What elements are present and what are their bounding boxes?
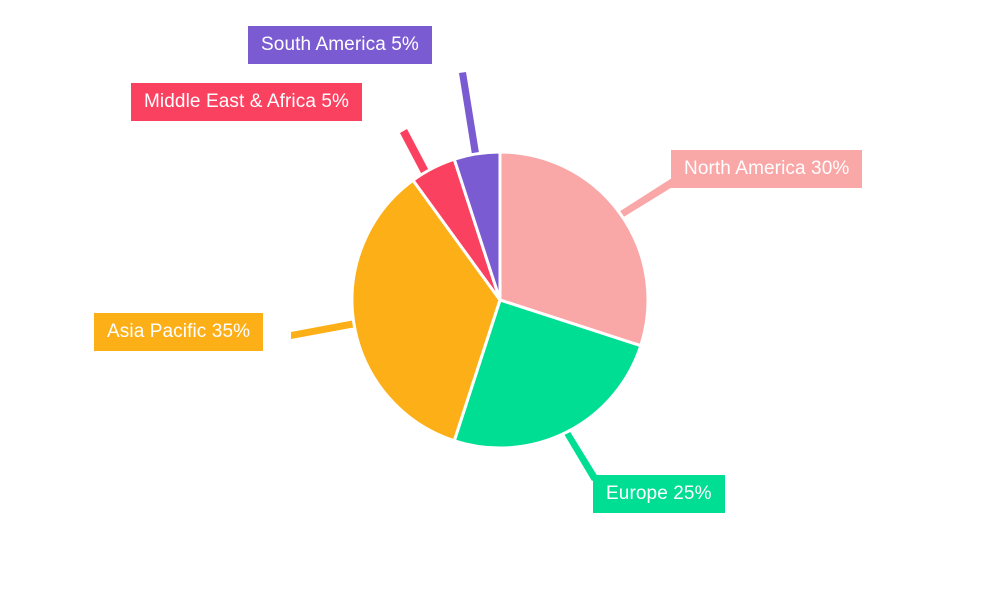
pie-label-middle-east-africa[interactable]: Middle East & Africa 5% (131, 83, 363, 121)
pie-label-text-middle-east-africa: Middle East & Africa 5% (144, 91, 350, 112)
pie-label-south-america[interactable]: South America 5% (248, 26, 432, 64)
leader-line-asia-pacific (291, 320, 356, 339)
pie-slice-asia-pacific[interactable] (350, 178, 502, 443)
pie-label-north-america[interactable]: North America 30% (671, 150, 863, 188)
pie-label-europe[interactable]: Europe 25% (593, 475, 725, 513)
pie-label-text-south-america: South America 5% (261, 34, 419, 55)
pie-slice-north-america[interactable] (498, 150, 650, 348)
pie-label-text-asia-pacific: Asia Pacific 35% (107, 321, 251, 342)
pie-slices (350, 150, 650, 450)
pie-label-asia-pacific[interactable]: Asia Pacific 35% (94, 313, 264, 351)
leader-line-north-america (614, 178, 674, 221)
leader-line-south-america (459, 72, 480, 161)
pie-slice-south-america[interactable] (452, 150, 502, 302)
leader-line-europe (564, 430, 598, 481)
pie-label-text-north-america: North America 30% (684, 158, 850, 179)
pie-label-text-europe: Europe 25% (606, 483, 712, 504)
pie-slice-europe[interactable] (452, 298, 643, 450)
